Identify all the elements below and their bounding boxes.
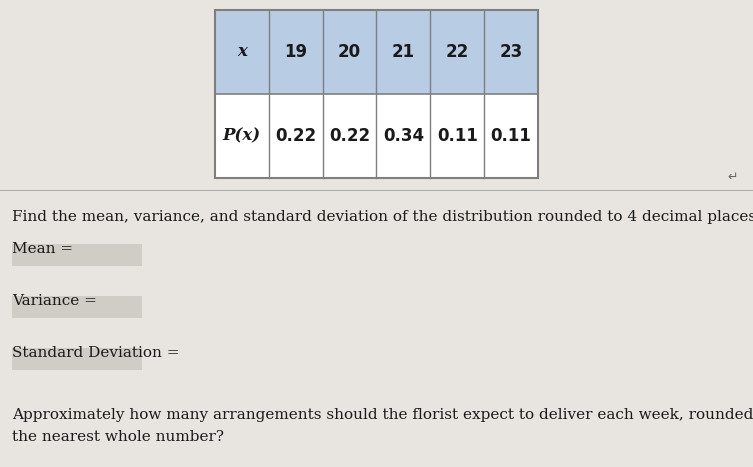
Text: P(x): P(x)	[223, 127, 261, 144]
Text: 21: 21	[392, 43, 415, 61]
Text: Find the mean, variance, and standard deviation of the distribution rounded to 4: Find the mean, variance, and standard de…	[12, 210, 753, 224]
Text: Standard Deviation =: Standard Deviation =	[12, 346, 179, 360]
Bar	[12, 348, 142, 370]
Bar	[215, 10, 538, 94]
Text: 20: 20	[338, 43, 361, 61]
Bar	[12, 244, 142, 266]
Text: Variance =: Variance =	[12, 294, 97, 308]
Text: 19: 19	[284, 43, 307, 61]
Text: ↵: ↵	[727, 171, 738, 184]
Text: 0.22: 0.22	[329, 127, 370, 145]
Text: 0.34: 0.34	[383, 127, 424, 145]
Text: 23: 23	[499, 43, 523, 61]
Text: 0.11: 0.11	[437, 127, 477, 145]
Text: 0.22: 0.22	[275, 127, 316, 145]
Bar	[215, 10, 538, 178]
Text: 0.11: 0.11	[491, 127, 532, 145]
Text: x: x	[237, 43, 247, 61]
Text: Approximately how many arrangements should the florist expect to deliver each we: Approximately how many arrangements shou…	[12, 408, 753, 422]
Bar	[12, 296, 142, 318]
Text: Mean =: Mean =	[12, 242, 73, 256]
Text: the nearest whole number?: the nearest whole number?	[12, 430, 224, 444]
Text: 22: 22	[446, 43, 469, 61]
Bar	[215, 94, 538, 178]
